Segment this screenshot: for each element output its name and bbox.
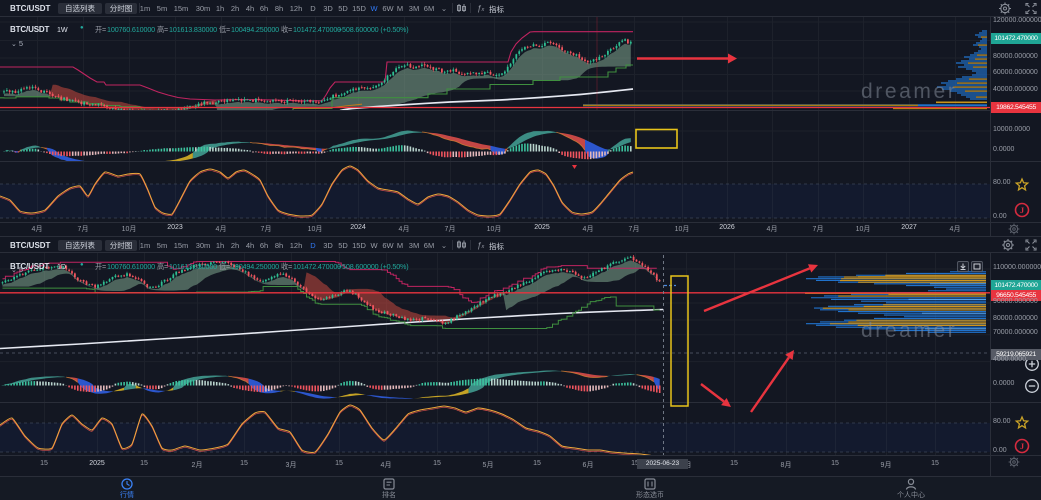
svg-text:J: J (1020, 441, 1025, 451)
svg-text:J: J (1020, 205, 1025, 215)
